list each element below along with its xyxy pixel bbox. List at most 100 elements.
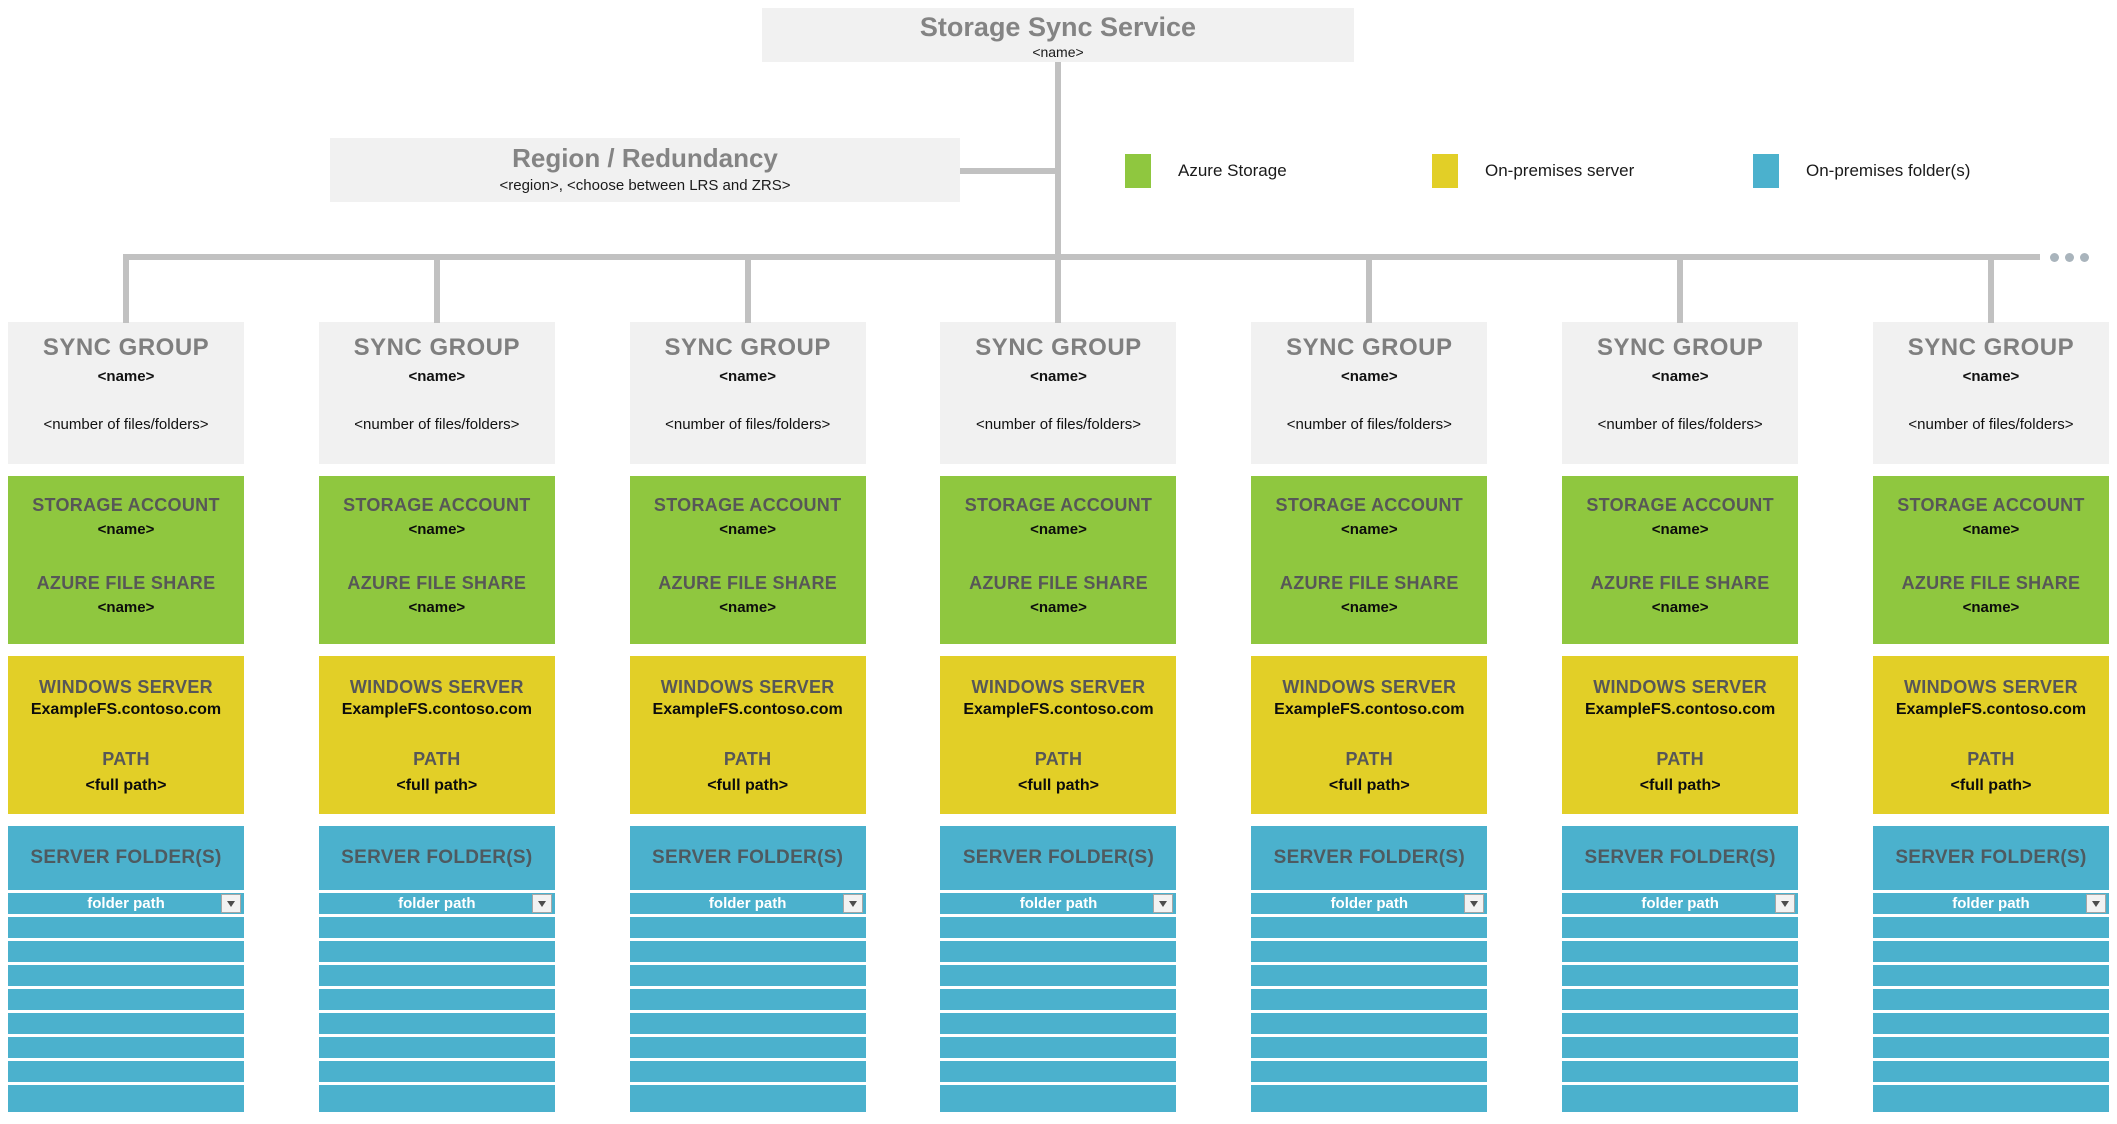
folder-row-empty[interactable] bbox=[8, 938, 244, 962]
sync-group-title: SYNC GROUP bbox=[1596, 334, 1764, 361]
storage-sync-service-node: Storage Sync Service <name> bbox=[762, 8, 1354, 62]
folder-row-empty[interactable] bbox=[8, 914, 244, 938]
server-folders-node: SERVER FOLDER(S) folder path bbox=[629, 826, 866, 1112]
folder-row-empty[interactable] bbox=[1562, 938, 1799, 962]
folder-row-empty[interactable] bbox=[1872, 938, 2109, 962]
path-label: PATH bbox=[413, 749, 461, 769]
connector-drop bbox=[434, 254, 440, 323]
ellipsis-dot bbox=[2065, 253, 2074, 262]
folder-row-empty[interactable] bbox=[940, 962, 1177, 986]
server-folders-label: SERVER FOLDER(S) bbox=[341, 847, 533, 868]
folder-row-empty[interactable] bbox=[629, 962, 866, 986]
folder-row-empty[interactable] bbox=[629, 938, 866, 962]
folder-row-empty[interactable] bbox=[1872, 962, 2109, 986]
folder-row-empty[interactable] bbox=[1872, 986, 2109, 1010]
folder-row-empty[interactable] bbox=[8, 1082, 244, 1106]
folder-path-dropdown-button[interactable] bbox=[842, 894, 863, 913]
server-folders-label: SERVER FOLDER(S) bbox=[962, 847, 1155, 868]
sync-group-column: SYNC GROUP <name> <number of files/folde… bbox=[1251, 322, 1488, 1124]
folder-path-cell[interactable]: folder path bbox=[629, 890, 866, 914]
azure-file-share-name-placeholder: <name> bbox=[1651, 599, 1709, 616]
folder-row-empty[interactable] bbox=[940, 914, 1177, 938]
folder-path-value: folder path bbox=[1330, 895, 1409, 912]
azure-storage-node: STORAGE ACCOUNT <name> AZURE FILE SHARE … bbox=[1562, 476, 1799, 644]
folder-path-value: folder path bbox=[398, 895, 476, 912]
folder-row-empty[interactable] bbox=[629, 1010, 866, 1034]
path-value-placeholder: <full path> bbox=[1328, 777, 1410, 794]
folder-row-empty[interactable] bbox=[629, 914, 866, 938]
sync-group-count-placeholder: <number of files/folders> bbox=[354, 416, 520, 433]
folder-row-empty[interactable] bbox=[318, 962, 555, 986]
folder-row-empty[interactable] bbox=[1562, 962, 1799, 986]
folder-path-dropdown-button[interactable] bbox=[1775, 894, 1796, 913]
folder-path-dropdown-button[interactable] bbox=[531, 894, 552, 913]
folder-row-empty[interactable] bbox=[1562, 1010, 1799, 1034]
folder-path-dropdown-button[interactable] bbox=[221, 894, 241, 913]
folder-row-empty[interactable] bbox=[318, 914, 555, 938]
folder-row-empty[interactable] bbox=[1562, 1034, 1799, 1058]
windows-server-label: WINDOWS SERVER bbox=[971, 677, 1146, 697]
folder-row-empty[interactable] bbox=[1251, 938, 1488, 962]
folder-row-empty[interactable] bbox=[629, 1082, 866, 1106]
folder-row-empty[interactable] bbox=[1251, 962, 1488, 986]
folder-row-empty[interactable] bbox=[1251, 1058, 1488, 1082]
folder-row-empty[interactable] bbox=[1562, 986, 1799, 1010]
connector-horizontal-bus bbox=[123, 254, 2040, 260]
folder-path-cell[interactable]: folder path bbox=[1562, 890, 1799, 914]
folder-row-empty[interactable] bbox=[1872, 914, 2109, 938]
folder-path-value: folder path bbox=[1019, 895, 1098, 912]
folder-path-dropdown-button[interactable] bbox=[1153, 894, 1174, 913]
folder-row-empty[interactable] bbox=[318, 1058, 555, 1082]
folder-row-empty[interactable] bbox=[8, 1058, 244, 1082]
folder-row-empty[interactable] bbox=[8, 962, 244, 986]
folder-path-dropdown-button[interactable] bbox=[1464, 894, 1485, 913]
folder-row-empty[interactable] bbox=[318, 1010, 555, 1034]
folder-row-empty[interactable] bbox=[1872, 1082, 2109, 1106]
folder-row-empty[interactable] bbox=[940, 986, 1177, 1010]
folder-row-empty[interactable] bbox=[940, 1034, 1177, 1058]
windows-server-node: WINDOWS SERVER ExampleFS.contoso.com PAT… bbox=[629, 656, 866, 814]
folder-row-empty[interactable] bbox=[629, 1058, 866, 1082]
folder-row-empty[interactable] bbox=[1251, 914, 1488, 938]
storage-account-label: STORAGE ACCOUNT bbox=[1586, 495, 1774, 515]
storage-account-name-placeholder: <name> bbox=[1030, 521, 1087, 538]
folder-row-empty[interactable] bbox=[1251, 986, 1488, 1010]
folder-row-empty[interactable] bbox=[1872, 1034, 2109, 1058]
folder-row-empty[interactable] bbox=[318, 1082, 555, 1106]
folder-path-cell[interactable]: folder path bbox=[1251, 890, 1488, 914]
folder-row-empty[interactable] bbox=[8, 1010, 244, 1034]
azure-storage-node: STORAGE ACCOUNT <name> AZURE FILE SHARE … bbox=[1872, 476, 2109, 644]
folder-row-empty[interactable] bbox=[1872, 1058, 2109, 1082]
folder-row-empty[interactable] bbox=[8, 1034, 244, 1058]
folder-path-dropdown-button[interactable] bbox=[2085, 894, 2106, 913]
legend-label: On-premises server bbox=[1485, 161, 1635, 180]
folder-row-empty[interactable] bbox=[8, 986, 244, 1010]
folder-row-empty[interactable] bbox=[629, 986, 866, 1010]
region-redundancy-title: Region / Redundancy bbox=[512, 143, 778, 173]
connector-drop bbox=[1055, 254, 1061, 323]
folder-row-empty[interactable] bbox=[1251, 1082, 1488, 1106]
folder-row-empty[interactable] bbox=[940, 1010, 1177, 1034]
folder-row-empty[interactable] bbox=[1562, 1058, 1799, 1082]
folder-row-empty[interactable] bbox=[940, 1058, 1177, 1082]
folder-row-empty[interactable] bbox=[318, 938, 555, 962]
legend-item-on-premises-folders: On-premises folder(s) bbox=[1753, 154, 1970, 188]
folder-row-empty[interactable] bbox=[1562, 914, 1799, 938]
folder-row-empty[interactable] bbox=[1251, 1034, 1488, 1058]
folder-row-empty[interactable] bbox=[940, 938, 1177, 962]
folder-path-cell[interactable]: folder path bbox=[318, 890, 555, 914]
folder-path-cell[interactable]: folder path bbox=[1872, 890, 2109, 914]
folder-path-cell[interactable]: folder path bbox=[940, 890, 1177, 914]
folder-path-cell[interactable]: folder path bbox=[8, 890, 244, 914]
folder-row-empty[interactable] bbox=[940, 1082, 1177, 1106]
folder-row-empty[interactable] bbox=[318, 1034, 555, 1058]
more-sync-groups-ellipsis-icon bbox=[2050, 253, 2089, 262]
folder-row-empty[interactable] bbox=[1872, 1010, 2109, 1034]
azure-file-share-label: AZURE FILE SHARE bbox=[1901, 573, 2081, 593]
folder-row-empty[interactable] bbox=[1562, 1082, 1799, 1106]
folder-row-empty[interactable] bbox=[318, 986, 555, 1010]
azure-file-share-label: AZURE FILE SHARE bbox=[969, 573, 1148, 593]
folder-row-empty[interactable] bbox=[1251, 1010, 1488, 1034]
folder-row-empty[interactable] bbox=[629, 1034, 866, 1058]
